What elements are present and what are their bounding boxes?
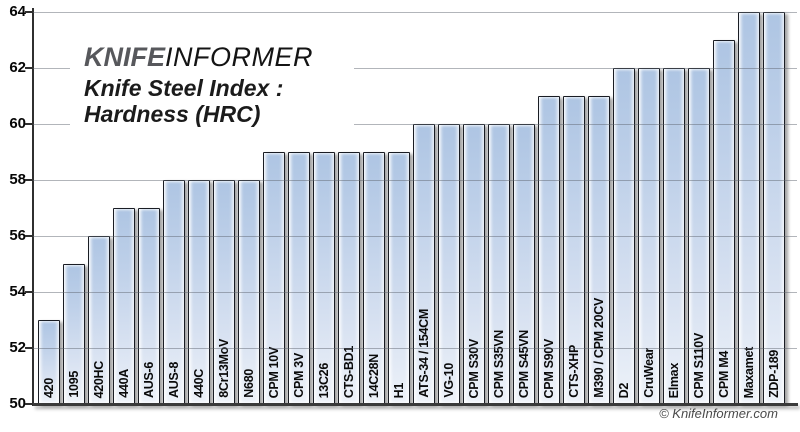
bar-13c26: 13C26 xyxy=(313,152,335,404)
y-axis-tick-52 xyxy=(25,347,32,349)
y-axis-label-50: 50 xyxy=(9,395,26,412)
y-axis-tick-62 xyxy=(25,67,32,69)
bar-elmax: Elmax xyxy=(663,68,685,404)
brand-logo-informer: INFORMER xyxy=(165,42,313,72)
y-axis-tick-58 xyxy=(25,179,32,181)
bar-label: 440A xyxy=(117,369,131,398)
brand-logo-knife: KNIFE xyxy=(84,42,165,72)
bar-n680: N680 xyxy=(238,180,260,404)
bar-label: 8Cr13MoV xyxy=(217,339,231,398)
bar-cpm-s35vn: CPM S35VN xyxy=(488,124,510,404)
bar-d2: D2 xyxy=(613,68,635,404)
bar-420hc: 420HC xyxy=(88,236,110,404)
y-axis-label-56: 56 xyxy=(9,227,26,244)
bar-cts-xhp: CTS-XHP xyxy=(563,96,585,404)
y-axis-label-54: 54 xyxy=(9,283,26,300)
bar-label: CPM S45VN xyxy=(517,329,531,398)
bar-8cr13mov: 8Cr13MoV xyxy=(213,180,235,404)
y-axis-label-58: 58 xyxy=(9,171,26,188)
bar-label: CPM 3V xyxy=(292,353,306,398)
y-axis-tick-64 xyxy=(25,11,32,13)
bar-cpm-m4: CPM M4 xyxy=(713,40,735,404)
bar-maxamet: Maxamet xyxy=(738,12,760,404)
bar-cts-bd1: CTS-BD1 xyxy=(338,152,360,404)
bar-label: AUS-8 xyxy=(167,361,181,398)
bar-1095: 1095 xyxy=(63,264,85,404)
y-axis-tick-56 xyxy=(25,235,32,237)
bar-label: CPM S90V xyxy=(542,338,556,398)
bar-cpm-3v: CPM 3V xyxy=(288,152,310,404)
chart-title-line2: Hardness (HRC) xyxy=(84,101,261,127)
bar-label: 440C xyxy=(192,369,206,398)
bar-cpm-s90v: CPM S90V xyxy=(538,96,560,404)
bar-420: 420 xyxy=(38,320,60,404)
bar-label: CPM 10V xyxy=(267,346,281,398)
bar-440a: 440A xyxy=(113,208,135,404)
bar-zdp-189: ZDP-189 xyxy=(763,12,785,404)
bar-cpm-s110v: CPM S110V xyxy=(688,68,710,404)
bar-label: M390 / CPM 20CV xyxy=(592,298,606,398)
bar-label: ZDP-189 xyxy=(767,350,781,398)
bar-label: AUS-6 xyxy=(142,361,156,398)
y-axis-line xyxy=(32,8,34,406)
bar-label: CPM S35VN xyxy=(492,329,506,398)
bar-m390-cpm-20cv: M390 / CPM 20CV xyxy=(588,96,610,404)
y-axis-tick-54 xyxy=(25,291,32,293)
bar-label: ATS-34 / 154CM xyxy=(417,309,431,398)
bar-h1: H1 xyxy=(388,152,410,404)
bar-cpm-s45vn: CPM S45VN xyxy=(513,124,535,404)
bar-label: 14C28N xyxy=(367,353,381,398)
gridline-64 xyxy=(33,12,797,13)
bar-label: CTS-XHP xyxy=(567,345,581,398)
y-axis-label-60: 60 xyxy=(9,115,26,132)
logo-title-block: KNIFEINFORMER Knife Steel Index : Hardne… xyxy=(70,40,354,136)
bar-aus-8: AUS-8 xyxy=(163,180,185,404)
x-axis-baseline xyxy=(33,403,798,406)
bar-label: D2 xyxy=(617,382,631,398)
bar-label: CPM S110V xyxy=(692,332,706,398)
bar-label: VG-10 xyxy=(442,363,456,398)
bar-label: N680 xyxy=(242,369,256,398)
bar-cpm-s30v: CPM S30V xyxy=(463,124,485,404)
y-axis-label-52: 52 xyxy=(9,339,26,356)
brand-logo: KNIFEINFORMER xyxy=(84,42,354,72)
bar-vg-10: VG-10 xyxy=(438,124,460,404)
y-axis-label-62: 62 xyxy=(9,59,26,76)
bar-label: 13C26 xyxy=(317,362,331,398)
bar-cruwear: CruWear xyxy=(638,68,660,404)
bar-label: 420HC xyxy=(92,360,106,398)
y-axis-tick-60 xyxy=(25,123,32,125)
bar-cpm-10v: CPM 10V xyxy=(263,152,285,404)
copyright-text: © KnifeInformer.com xyxy=(659,406,778,421)
bar-label: Elmax xyxy=(667,362,681,398)
y-axis-label-64: 64 xyxy=(9,3,26,20)
bar-label: CruWear xyxy=(642,348,656,398)
bar-label: 1095 xyxy=(67,371,81,398)
bar-label: Maxamet xyxy=(742,346,756,398)
bar-aus-6: AUS-6 xyxy=(138,208,160,404)
y-axis-tick-50 xyxy=(25,403,32,405)
bar-label: CPM M4 xyxy=(717,351,731,398)
bar-14c28n: 14C28N xyxy=(363,152,385,404)
bar-label: H1 xyxy=(392,382,406,398)
bar-440c: 440C xyxy=(188,180,210,404)
bar-label: CPM S30V xyxy=(467,338,481,398)
chart-title-line1: Knife Steel Index : xyxy=(84,75,284,101)
bar-label: 420 xyxy=(42,378,56,398)
bar-label: CTS-BD1 xyxy=(342,345,356,398)
bar-ats-34-154cm: ATS-34 / 154CM xyxy=(413,124,435,404)
